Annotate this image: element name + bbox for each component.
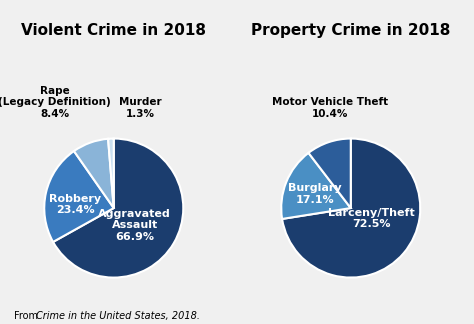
Text: Rape
(Legacy Definition)
8.4%: Rape (Legacy Definition) 8.4% xyxy=(0,86,111,119)
Text: Burglary
17.1%: Burglary 17.1% xyxy=(288,183,341,205)
Text: Larceny/Theft
72.5%: Larceny/Theft 72.5% xyxy=(328,208,415,229)
Text: Property Crime in 2018: Property Crime in 2018 xyxy=(251,23,450,38)
Wedge shape xyxy=(74,139,114,208)
Text: Crime in the United States, 2018.: Crime in the United States, 2018. xyxy=(36,311,200,321)
Text: Robbery
23.4%: Robbery 23.4% xyxy=(49,194,101,215)
Wedge shape xyxy=(281,153,351,219)
Wedge shape xyxy=(53,139,183,278)
Text: Motor Vehicle Theft
10.4%: Motor Vehicle Theft 10.4% xyxy=(272,98,388,119)
Wedge shape xyxy=(44,151,114,242)
Text: Aggravated
Assault
66.9%: Aggravated Assault 66.9% xyxy=(98,209,171,242)
Wedge shape xyxy=(282,139,420,278)
Text: From: From xyxy=(14,311,41,321)
Wedge shape xyxy=(309,139,351,208)
Text: Murder
1.3%: Murder 1.3% xyxy=(119,98,162,119)
Text: Violent Crime in 2018: Violent Crime in 2018 xyxy=(21,23,206,38)
Wedge shape xyxy=(108,139,114,208)
